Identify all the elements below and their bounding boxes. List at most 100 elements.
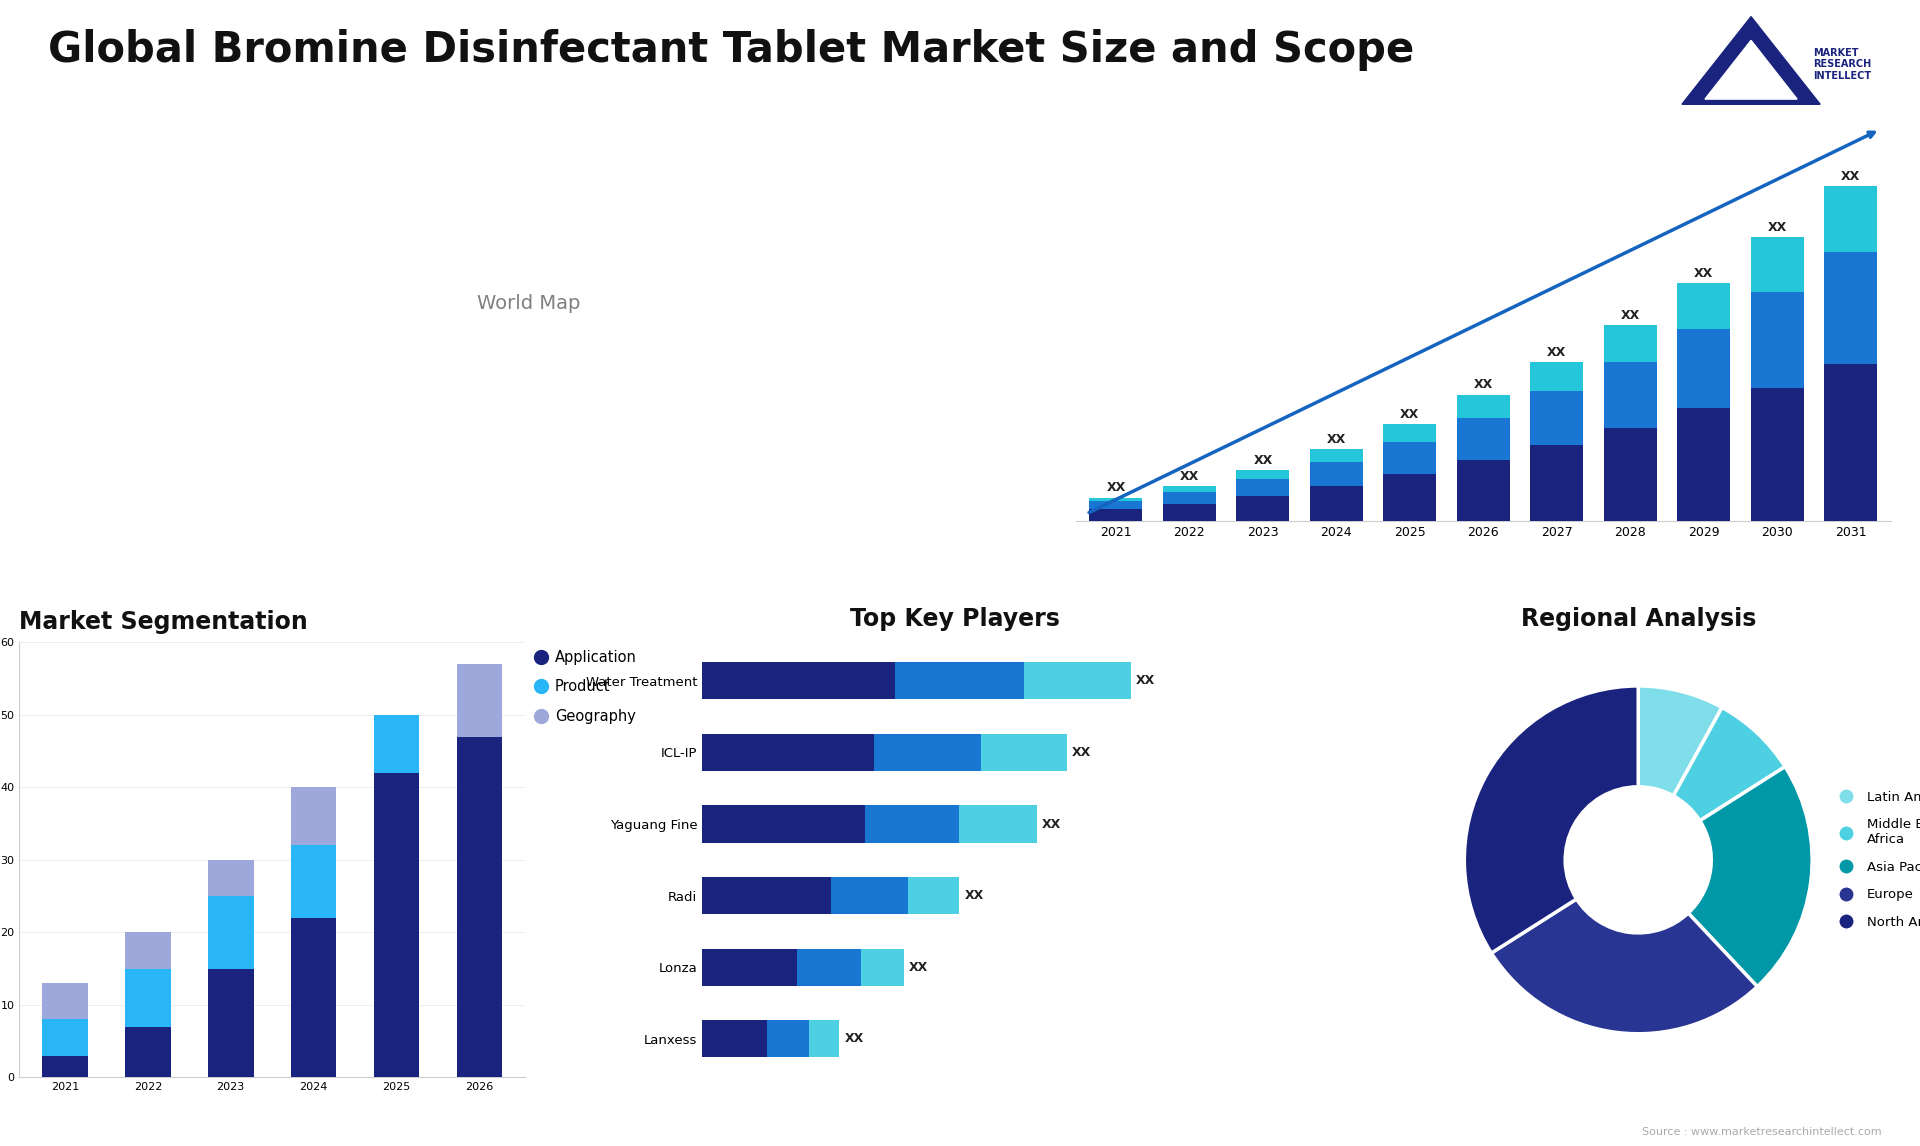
Bar — [290, 918, 336, 1077]
Bar — [1023, 662, 1131, 699]
Text: XX: XX — [1106, 481, 1125, 494]
Text: XX: XX — [1043, 817, 1062, 831]
Bar — [1089, 501, 1142, 509]
Bar — [1309, 449, 1363, 462]
Bar — [457, 665, 503, 737]
Bar — [1164, 504, 1215, 520]
Bar — [1603, 362, 1657, 427]
Bar — [1309, 462, 1363, 486]
Bar — [125, 1027, 171, 1077]
Bar — [703, 733, 874, 771]
Text: XX: XX — [1137, 674, 1156, 688]
Bar — [1457, 418, 1509, 461]
Bar — [1384, 474, 1436, 520]
Title: Top Key Players: Top Key Players — [851, 606, 1060, 630]
Text: MARKET
RESEARCH
INTELLECT: MARKET RESEARCH INTELLECT — [1812, 47, 1872, 80]
Bar — [1824, 364, 1878, 520]
Bar — [1603, 427, 1657, 520]
Bar — [374, 772, 419, 1077]
Text: XX: XX — [1475, 378, 1494, 392]
Bar — [1164, 492, 1215, 504]
Text: Source : www.marketresearchintellect.com: Source : www.marketresearchintellect.com — [1642, 1127, 1882, 1137]
Bar — [290, 846, 336, 918]
Bar — [42, 983, 88, 1019]
Text: XX: XX — [1841, 171, 1860, 183]
Bar — [766, 1020, 810, 1058]
Text: XX: XX — [1327, 433, 1346, 446]
Text: XX: XX — [1693, 267, 1713, 280]
Bar — [1457, 461, 1509, 520]
Bar — [1384, 441, 1436, 474]
Bar — [1236, 479, 1290, 496]
Bar — [703, 949, 797, 986]
Bar — [207, 968, 253, 1077]
Bar — [374, 715, 419, 772]
Bar — [1751, 237, 1803, 292]
Wedge shape — [1638, 686, 1722, 795]
Bar — [831, 877, 908, 915]
Polygon shape — [1682, 16, 1820, 104]
Wedge shape — [1688, 767, 1812, 987]
Text: XX: XX — [1254, 454, 1273, 466]
Bar — [874, 733, 981, 771]
Bar — [810, 1020, 839, 1058]
Bar — [125, 968, 171, 1027]
Text: XX: XX — [1548, 346, 1567, 359]
Bar — [1678, 329, 1730, 408]
Text: World Map: World Map — [478, 293, 580, 313]
Bar — [866, 806, 960, 842]
Text: XX: XX — [1179, 470, 1200, 482]
Bar — [207, 896, 253, 968]
Text: XX: XX — [1400, 408, 1419, 421]
Bar — [1164, 486, 1215, 492]
Text: XX: XX — [964, 889, 983, 902]
Bar — [457, 737, 503, 1077]
Bar — [1089, 497, 1142, 501]
Bar — [1678, 283, 1730, 329]
Title: Regional Analysis: Regional Analysis — [1521, 606, 1757, 630]
Bar — [703, 1020, 766, 1058]
Text: XX: XX — [1768, 221, 1788, 234]
Bar — [797, 949, 860, 986]
Bar — [1089, 509, 1142, 520]
Bar — [1309, 486, 1363, 520]
Bar — [1236, 470, 1290, 479]
Text: Global Bromine Disinfectant Tablet Market Size and Scope: Global Bromine Disinfectant Tablet Marke… — [48, 29, 1415, 71]
Bar — [290, 787, 336, 846]
Bar — [125, 933, 171, 968]
Bar — [42, 1055, 88, 1077]
Bar — [895, 662, 1023, 699]
Bar — [1457, 394, 1509, 418]
Bar — [703, 877, 831, 915]
Bar — [703, 662, 895, 699]
Wedge shape — [1465, 686, 1638, 953]
Bar — [1678, 408, 1730, 520]
Bar — [42, 1019, 88, 1055]
Bar — [860, 949, 904, 986]
Bar — [960, 806, 1037, 842]
Text: XX: XX — [1071, 746, 1091, 759]
Text: Market Segmentation: Market Segmentation — [19, 610, 307, 634]
Wedge shape — [1492, 898, 1757, 1034]
Text: XX: XX — [1620, 308, 1640, 322]
Bar — [1824, 252, 1878, 364]
Text: XX: XX — [845, 1033, 864, 1045]
Bar — [1530, 392, 1584, 445]
Bar — [1384, 424, 1436, 441]
Bar — [1530, 362, 1584, 392]
Bar — [908, 877, 960, 915]
Bar — [207, 860, 253, 896]
Polygon shape — [1705, 40, 1797, 99]
Legend: Application, Product, Geography: Application, Product, Geography — [538, 650, 637, 724]
Text: XX: XX — [908, 960, 927, 974]
Bar — [703, 806, 866, 842]
Legend: Latin America, Middle East &
Africa, Asia Pacific, Europe, North America: Latin America, Middle East & Africa, Asi… — [1828, 785, 1920, 934]
Bar — [1236, 496, 1290, 520]
Bar — [981, 733, 1068, 771]
Bar — [1824, 187, 1878, 252]
Bar — [1751, 387, 1803, 520]
Wedge shape — [1674, 707, 1786, 821]
Bar — [1751, 292, 1803, 387]
Bar — [1530, 445, 1584, 520]
Bar — [1603, 324, 1657, 362]
